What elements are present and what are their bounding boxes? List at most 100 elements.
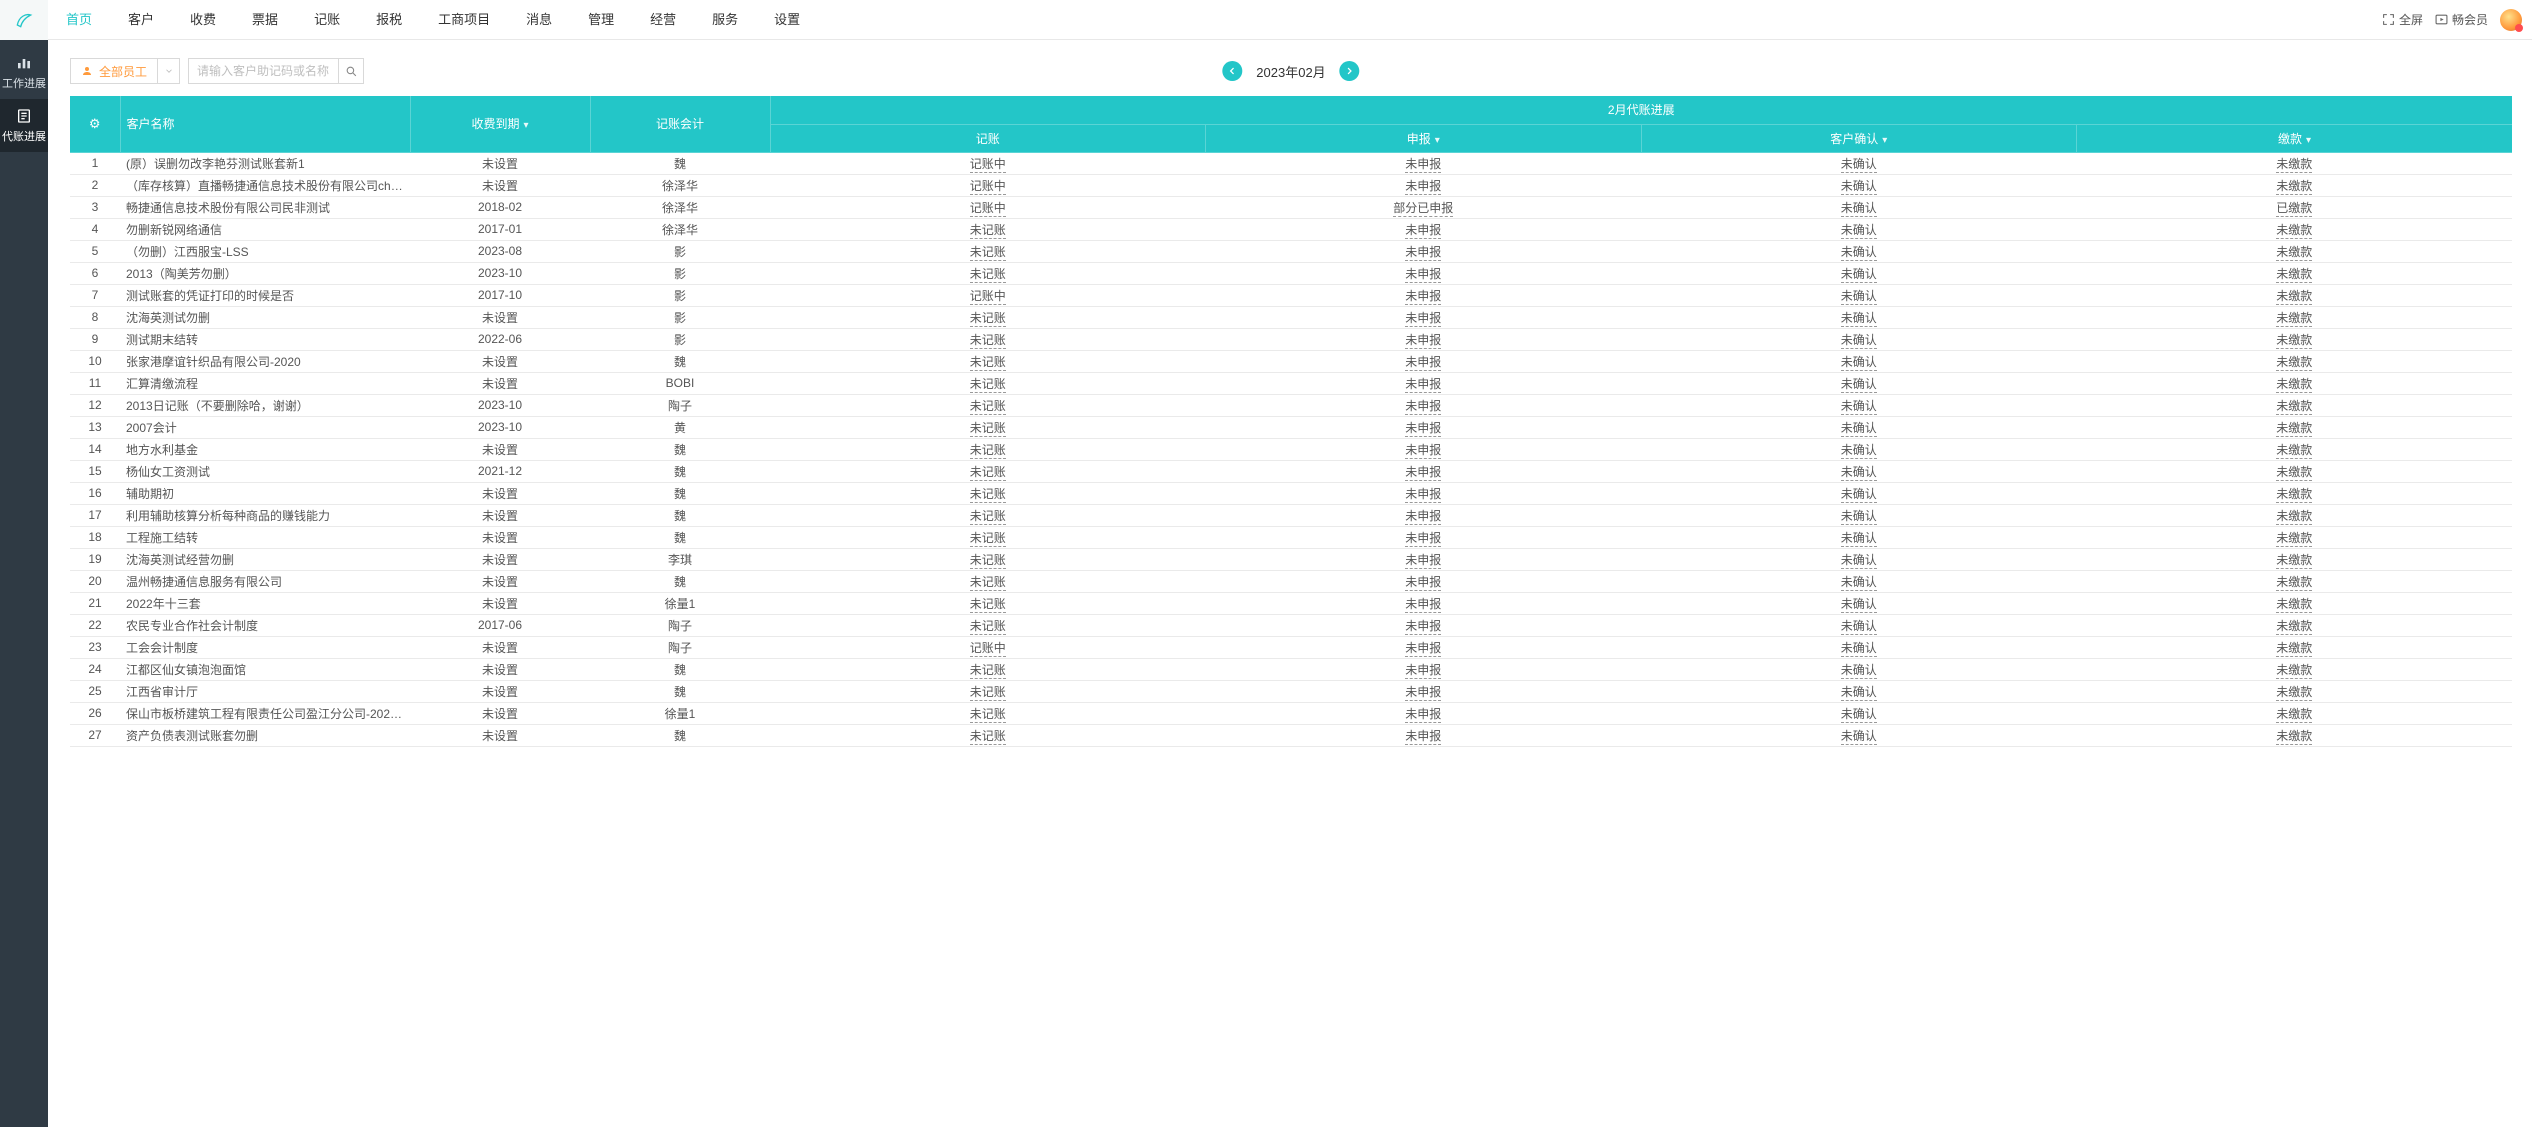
cell-shenbao[interactable]: 未申报 [1206, 284, 1642, 306]
cell-jizhang[interactable]: 未记账 [770, 240, 1206, 262]
cell-jiaokuan[interactable]: 未缴款 [2077, 460, 2513, 482]
avatar[interactable] [2500, 9, 2522, 31]
cell-jizhang[interactable]: 未记账 [770, 328, 1206, 350]
cell-shenbao[interactable]: 未申报 [1206, 592, 1642, 614]
cell-jiaokuan[interactable]: 未缴款 [2077, 504, 2513, 526]
nav-item-8[interactable]: 管理 [570, 0, 632, 40]
cell-jizhang[interactable]: 未记账 [770, 526, 1206, 548]
cell-jizhang[interactable]: 未记账 [770, 372, 1206, 394]
cell-shenbao[interactable]: 未申报 [1206, 438, 1642, 460]
cell-queren[interactable]: 未确认 [1641, 680, 2077, 702]
cell-jizhang[interactable]: 未记账 [770, 416, 1206, 438]
col-jizhang[interactable]: 记账 [770, 124, 1206, 152]
cell-queren[interactable]: 未确认 [1641, 636, 2077, 658]
col-jiaokuan[interactable]: 缴款▾ [2077, 124, 2513, 152]
cell-jizhang[interactable]: 未记账 [770, 394, 1206, 416]
cell-jiaokuan[interactable]: 未缴款 [2077, 724, 2513, 746]
cell-jiaokuan[interactable]: 未缴款 [2077, 548, 2513, 570]
cell-jiaokuan[interactable]: 未缴款 [2077, 394, 2513, 416]
cell-jizhang[interactable]: 未记账 [770, 482, 1206, 504]
table-row[interactable]: 16辅助期初未设置魏未记账未申报未确认未缴款 [70, 482, 2512, 504]
cell-queren[interactable]: 未确认 [1641, 350, 2077, 372]
cell-shenbao[interactable]: 未申报 [1206, 262, 1642, 284]
nav-item-2[interactable]: 收费 [172, 0, 234, 40]
cell-jizhang[interactable]: 记账中 [770, 284, 1206, 306]
table-row[interactable]: 19沈海英测试经营勿删未设置李琪未记账未申报未确认未缴款 [70, 548, 2512, 570]
table-row[interactable]: 62013（陶美芳勿删）2023-10影未记账未申报未确认未缴款 [70, 262, 2512, 284]
table-row[interactable]: 24江都区仙女镇泡泡面馆未设置魏未记账未申报未确认未缴款 [70, 658, 2512, 680]
col-customer[interactable]: 客户名称 [120, 96, 410, 152]
cell-queren[interactable]: 未确认 [1641, 658, 2077, 680]
cell-jiaokuan[interactable]: 未缴款 [2077, 702, 2513, 724]
cell-queren[interactable]: 未确认 [1641, 702, 2077, 724]
cell-jizhang[interactable]: 未记账 [770, 350, 1206, 372]
table-row[interactable]: 20温州畅捷通信息服务有限公司未设置魏未记账未申报未确认未缴款 [70, 570, 2512, 592]
nav-item-4[interactable]: 记账 [296, 0, 358, 40]
table-row[interactable]: 8沈海英测试勿删未设置影未记账未申报未确认未缴款 [70, 306, 2512, 328]
cell-queren[interactable]: 未确认 [1641, 284, 2077, 306]
cell-queren[interactable]: 未确认 [1641, 328, 2077, 350]
cell-jiaokuan[interactable]: 未缴款 [2077, 658, 2513, 680]
table-row[interactable]: 22农民专业合作社会计制度2017-06陶子未记账未申报未确认未缴款 [70, 614, 2512, 636]
cell-queren[interactable]: 未确认 [1641, 196, 2077, 218]
col-accountant[interactable]: 记账会计 [590, 96, 770, 152]
fullscreen-button[interactable]: 全屏 [2382, 11, 2423, 28]
cell-jizhang[interactable]: 未记账 [770, 438, 1206, 460]
table-row[interactable]: 10张家港摩谊针织品有限公司-2020未设置魏未记账未申报未确认未缴款 [70, 350, 2512, 372]
cell-shenbao[interactable]: 未申报 [1206, 416, 1642, 438]
cell-queren[interactable]: 未确认 [1641, 570, 2077, 592]
search-button[interactable] [338, 58, 364, 84]
cell-queren[interactable]: 未确认 [1641, 218, 2077, 240]
cell-jiaokuan[interactable]: 未缴款 [2077, 240, 2513, 262]
cell-shenbao[interactable]: 未申报 [1206, 482, 1642, 504]
employee-select[interactable]: 全部员工 [70, 58, 180, 84]
cell-jizhang[interactable]: 未记账 [770, 306, 1206, 328]
cell-shenbao[interactable]: 未申报 [1206, 394, 1642, 416]
cell-jiaokuan[interactable]: 未缴款 [2077, 592, 2513, 614]
cell-shenbao[interactable]: 未申报 [1206, 548, 1642, 570]
cell-jiaokuan[interactable]: 未缴款 [2077, 328, 2513, 350]
cell-queren[interactable]: 未确认 [1641, 240, 2077, 262]
cell-shenbao[interactable]: 未申报 [1206, 306, 1642, 328]
cell-queren[interactable]: 未确认 [1641, 724, 2077, 746]
cell-queren[interactable]: 未确认 [1641, 438, 2077, 460]
cell-jiaokuan[interactable]: 未缴款 [2077, 174, 2513, 196]
cell-shenbao[interactable]: 未申报 [1206, 240, 1642, 262]
table-row[interactable]: 212022年十三套未设置徐量1未记账未申报未确认未缴款 [70, 592, 2512, 614]
table-row[interactable]: 4勿删新锐网络通信2017-01徐泽华未记账未申报未确认未缴款 [70, 218, 2512, 240]
table-row[interactable]: 11汇算清缴流程未设置BOBI未记账未申报未确认未缴款 [70, 372, 2512, 394]
nav-item-1[interactable]: 客户 [110, 0, 172, 40]
cell-jiaokuan[interactable]: 未缴款 [2077, 636, 2513, 658]
table-row[interactable]: 18工程施工结转未设置魏未记账未申报未确认未缴款 [70, 526, 2512, 548]
nav-item-9[interactable]: 经营 [632, 0, 694, 40]
cell-jizhang[interactable]: 未记账 [770, 504, 1206, 526]
col-kehuqueren[interactable]: 客户确认▾ [1641, 124, 2077, 152]
cell-jiaokuan[interactable]: 未缴款 [2077, 570, 2513, 592]
table-row[interactable]: 15杨仙女工资测试2021-12魏未记账未申报未确认未缴款 [70, 460, 2512, 482]
month-prev-button[interactable] [1222, 61, 1242, 81]
cell-jizhang[interactable]: 未记账 [770, 570, 1206, 592]
cell-jizhang[interactable]: 未记账 [770, 460, 1206, 482]
cell-queren[interactable]: 未确认 [1641, 262, 2077, 284]
cell-queren[interactable]: 未确认 [1641, 548, 2077, 570]
cell-queren[interactable]: 未确认 [1641, 174, 2077, 196]
cell-jiaokuan[interactable]: 未缴款 [2077, 262, 2513, 284]
cell-shenbao[interactable]: 未申报 [1206, 174, 1642, 196]
cell-shenbao[interactable]: 未申报 [1206, 570, 1642, 592]
sidebar-item-0[interactable]: 工作进展 [0, 46, 48, 99]
cell-jizhang[interactable]: 未记账 [770, 592, 1206, 614]
table-row[interactable]: 132007会计2023-10黄未记账未申报未确认未缴款 [70, 416, 2512, 438]
cell-shenbao[interactable]: 未申报 [1206, 680, 1642, 702]
cell-shenbao[interactable]: 未申报 [1206, 702, 1642, 724]
cell-jiaokuan[interactable]: 未缴款 [2077, 372, 2513, 394]
cell-jiaokuan[interactable]: 未缴款 [2077, 350, 2513, 372]
cell-jiaokuan[interactable]: 未缴款 [2077, 152, 2513, 174]
cell-queren[interactable]: 未确认 [1641, 482, 2077, 504]
nav-item-3[interactable]: 票据 [234, 0, 296, 40]
nav-item-11[interactable]: 设置 [756, 0, 818, 40]
search-input[interactable] [188, 58, 338, 84]
cell-jizhang[interactable]: 未记账 [770, 702, 1206, 724]
cell-queren[interactable]: 未确认 [1641, 152, 2077, 174]
cell-jizhang[interactable]: 记账中 [770, 152, 1206, 174]
cell-queren[interactable]: 未确认 [1641, 614, 2077, 636]
